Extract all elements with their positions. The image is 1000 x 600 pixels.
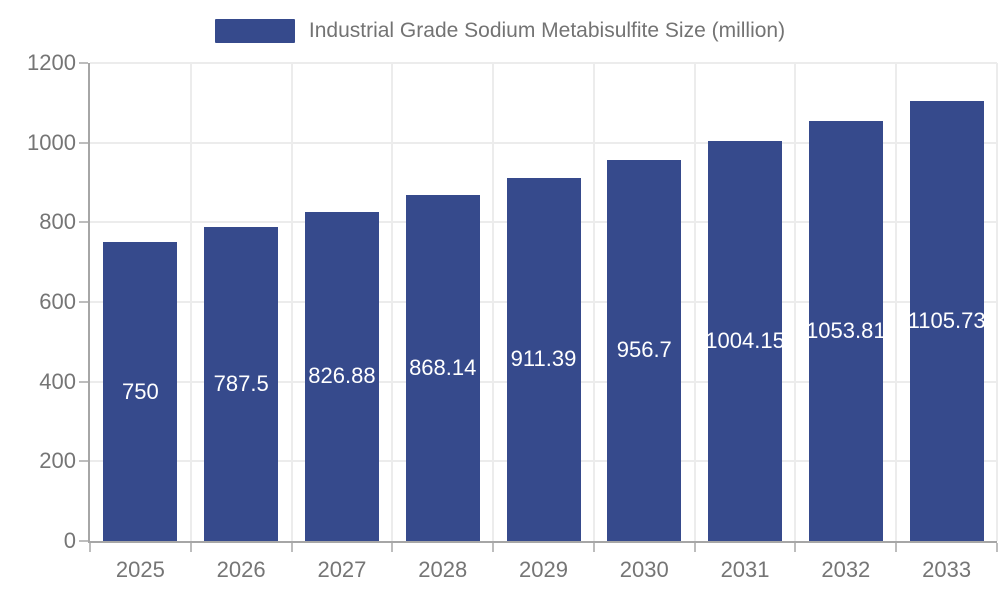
y-tick-mark [79, 380, 88, 383]
x-tick-mark [592, 543, 595, 552]
x-tick-label: 2033 [922, 557, 972, 582]
y-tick-label: 800 [39, 209, 76, 235]
x-tick-mark [290, 543, 293, 552]
x-tick-label: 2027 [317, 557, 367, 582]
legend-swatch-icon [214, 19, 295, 43]
y-tick-label: 1200 [27, 50, 76, 75]
x-tick-label: 2031 [720, 557, 770, 582]
y-tick-label: 400 [39, 368, 76, 394]
x-tick-mark [794, 543, 797, 552]
bar-value-label: 1105.73 [907, 307, 986, 333]
v-gridline [895, 63, 898, 541]
y-tick-mark [79, 460, 88, 463]
h-gridline [90, 141, 997, 144]
v-gridline [794, 63, 797, 541]
bar-value-label: 868.14 [409, 355, 477, 381]
bar: 787.5 [204, 227, 279, 541]
x-tick-label: 2025 [115, 557, 165, 582]
y-tick-label: 200 [39, 448, 76, 474]
y-tick-mark [79, 221, 88, 224]
y-tick-label: 1000 [27, 129, 76, 155]
legend-label: Industrial Grade Sodium Metabisulfite Si… [308, 19, 786, 42]
bar-value-label: 911.39 [510, 346, 577, 372]
y-tick-label: 0 [63, 528, 76, 553]
v-gridline [592, 63, 595, 541]
bar-value-label: 787.5 [213, 371, 269, 397]
bar: 1004.15 [705, 141, 785, 541]
bar-value-label: 750 [122, 378, 159, 404]
x-tick-label: 2026 [216, 557, 266, 582]
v-gridline [492, 63, 495, 541]
x-tick-mark [391, 543, 394, 552]
v-gridline [996, 63, 998, 541]
x-tick-mark [996, 543, 998, 552]
plot-area: 0 200 400 600 800 1000 1200 2025 750 2026 787.5 202… [27, 52, 998, 581]
v-gridline [290, 63, 293, 541]
x-tick-mark [492, 543, 495, 552]
v-gridline [189, 63, 192, 541]
bar: 956.7 [607, 159, 682, 541]
h-gridline [90, 62, 997, 64]
bar: 868.14 [405, 195, 480, 541]
x-tick-mark [189, 543, 192, 552]
bar: 911.39 [506, 177, 581, 541]
v-gridline [391, 63, 394, 541]
bar-value-label: 956.7 [616, 337, 672, 363]
bar-value-label: 1004.15 [705, 328, 785, 353]
bar: 750 [103, 242, 178, 541]
bar-value-label: 1053.81 [806, 318, 886, 344]
x-tick-mark [693, 543, 696, 552]
y-tick-mark [79, 62, 88, 64]
y-tick-mark [79, 540, 88, 542]
legend-item[interactable]: Industrial Grade Sodium Metabisulfite Si… [0, 16, 1000, 46]
y-tick-mark [79, 301, 88, 303]
x-tick-label: 2032 [821, 557, 871, 582]
y-tick-label: 600 [39, 289, 76, 314]
v-gridline [693, 63, 696, 541]
x-tick-label: 2030 [619, 557, 669, 582]
x-tick-label: 2029 [519, 557, 568, 582]
x-tick-mark [89, 543, 91, 552]
y-tick-mark [79, 141, 88, 144]
bar: 1105.73 [907, 100, 986, 541]
x-tick-label: 2028 [418, 557, 468, 582]
bar: 1053.81 [806, 121, 886, 541]
bar-value-label: 826.88 [308, 363, 376, 389]
x-tick-mark [895, 543, 898, 552]
bar: 826.88 [304, 211, 379, 541]
